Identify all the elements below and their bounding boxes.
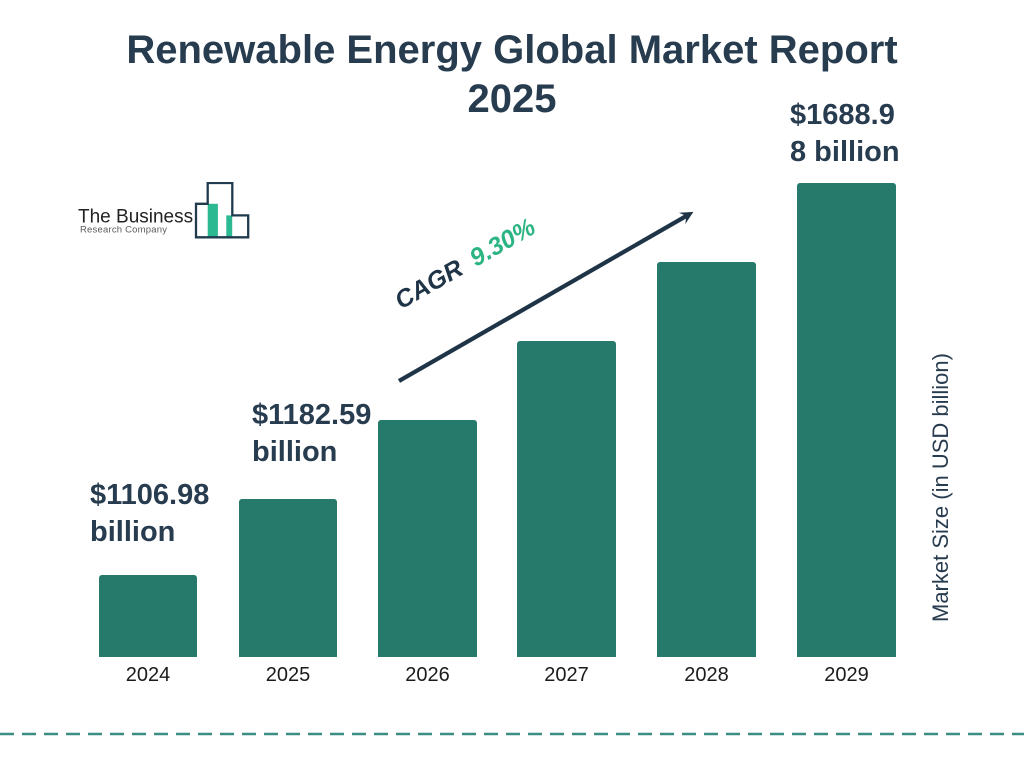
svg-text:Research Company: Research Company	[80, 225, 167, 236]
